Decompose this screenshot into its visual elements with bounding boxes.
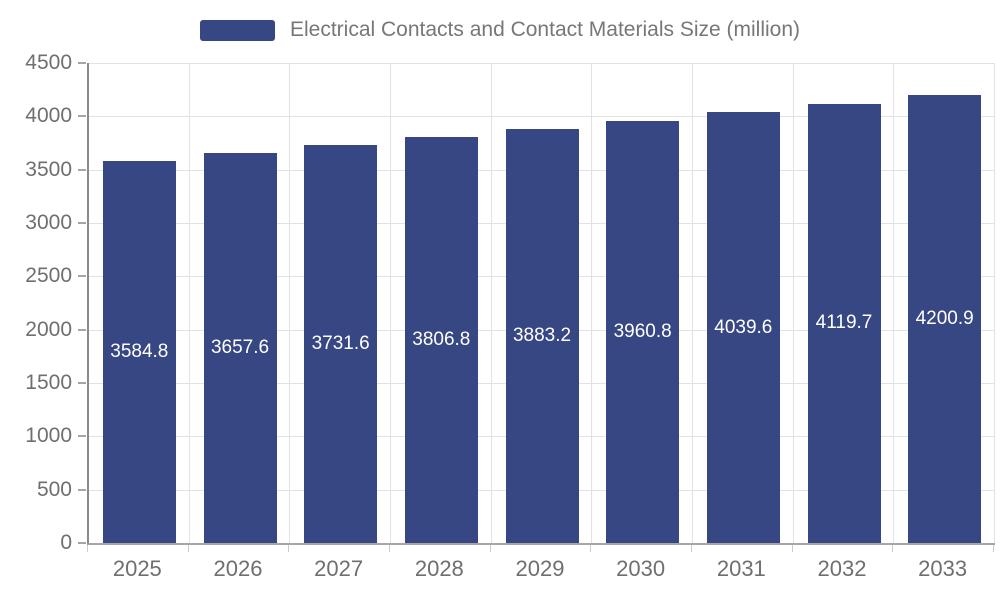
x-tick-mark (993, 545, 994, 552)
y-tick-mark (78, 435, 86, 438)
bar-value-label: 3806.8 (412, 328, 471, 350)
y-tick-label: 0 (60, 531, 72, 554)
bar: 4039.6 (706, 112, 780, 543)
x-tick-mark (489, 545, 491, 552)
x-tick-label: 2028 (414, 556, 464, 581)
v-gridline (390, 63, 391, 543)
y-tick-label: 1000 (25, 424, 72, 448)
y-tick-label: 3000 (25, 211, 72, 234)
bar: 4200.9 (908, 94, 982, 543)
bar: 3883.2 (505, 128, 579, 543)
h-gridline (89, 63, 995, 64)
x-tick-mark (791, 545, 793, 552)
y-tick-label: 3500 (25, 157, 72, 181)
v-gridline (893, 63, 895, 543)
x-tick-mark (892, 545, 894, 552)
plot-area: 3584.8 3657.6 3731.6 3806.8 3883.2 3960.8 4039… (87, 63, 995, 545)
legend-swatch (199, 19, 275, 41)
bar-value-label: 4119.7 (815, 312, 873, 334)
bar-value-label: 3960.8 (613, 320, 672, 342)
x-tick-label: 2029 (515, 556, 565, 581)
x-tick-mark (288, 545, 290, 552)
v-gridline (994, 63, 995, 543)
bar-value-label: 4039.6 (714, 316, 773, 338)
x-tick-label: 2030 (616, 556, 666, 581)
x-tick-mark (590, 545, 592, 552)
y-tick-mark (78, 275, 86, 278)
y-tick-mark (78, 62, 86, 64)
v-gridline (289, 63, 291, 543)
y-tick-label: 2500 (25, 264, 72, 288)
bar: 3806.8 (404, 136, 478, 543)
x-tick-label: 2026 (213, 556, 263, 581)
bar-value-label: 3883.2 (512, 324, 572, 346)
y-tick-label: 2000 (25, 317, 72, 341)
x-tick-label: 2032 (817, 556, 867, 581)
y-tick-mark (78, 222, 86, 224)
bar: 3584.8 (102, 160, 176, 543)
x-tick-label: 2025 (112, 556, 162, 581)
bar-value-label: 3657.6 (210, 336, 270, 358)
y-tick-mark (78, 168, 86, 171)
bar-value-label: 3731.6 (311, 332, 370, 354)
legend: Electrical Contacts and Contact Material… (0, 18, 1000, 42)
bar: 3657.6 (203, 152, 277, 543)
x-tick-mark (691, 545, 692, 552)
bar: 3960.8 (606, 120, 680, 543)
y-tick-mark (78, 115, 86, 118)
x-tick-mark (187, 545, 189, 552)
y-tick-label: 500 (36, 477, 72, 501)
y-tick-label: 4500 (25, 51, 72, 74)
v-gridline (490, 63, 492, 543)
v-gridline (692, 63, 693, 543)
y-tick-label: 4000 (25, 104, 72, 128)
y-tick-label: 1500 (25, 371, 72, 394)
bar-value-label: 3584.8 (110, 340, 169, 362)
x-tick-mark (87, 545, 88, 552)
bar-value-label: 4200.9 (915, 307, 974, 329)
x-tick-label: 2027 (314, 556, 364, 581)
bar: 4119.7 (807, 103, 881, 543)
h-gridline (89, 116, 995, 118)
y-tick-mark (78, 542, 86, 544)
y-tick-mark (78, 328, 86, 331)
x-tick-label: 2033 (918, 556, 968, 581)
x-tick-label: 2031 (716, 556, 766, 581)
v-gridline (792, 63, 794, 543)
v-gridline (188, 63, 190, 543)
chart-title: Electrical Contacts and Contact Material… (289, 18, 801, 41)
x-tick-mark (389, 545, 390, 552)
bar: 3731.6 (304, 144, 378, 543)
y-tick-mark (78, 382, 86, 384)
y-tick-mark (78, 488, 86, 491)
v-gridline (591, 63, 593, 543)
